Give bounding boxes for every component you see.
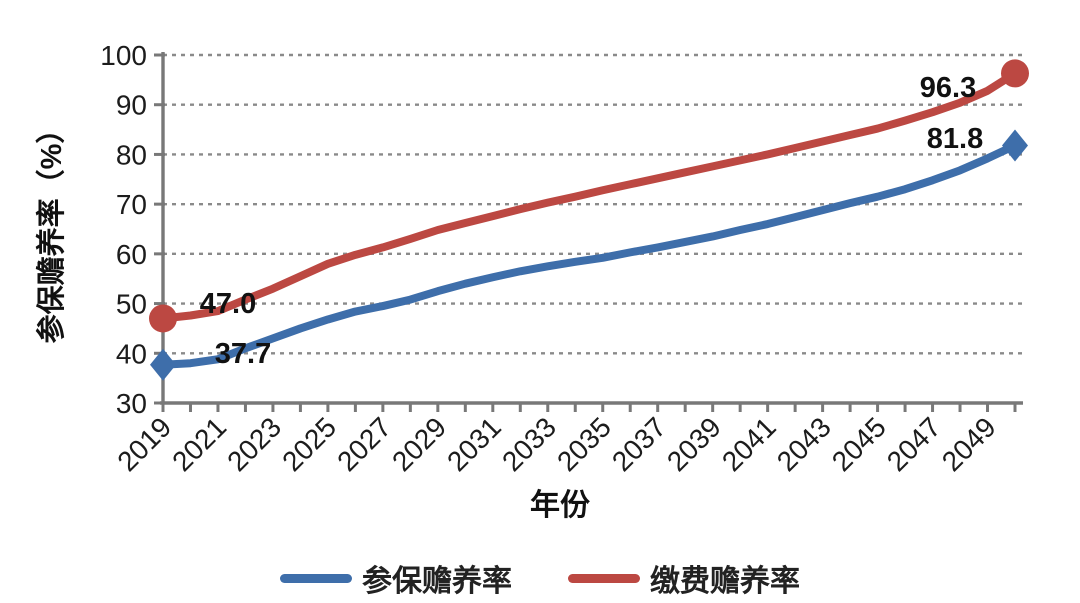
y-tick-label: 60	[116, 239, 147, 270]
x-tick-label: 2023	[221, 411, 287, 477]
gridlines	[163, 53, 1023, 355]
y-tick-label: 40	[116, 338, 147, 369]
y-tick-label: 80	[116, 139, 147, 170]
data-label-red-start: 47.0	[200, 288, 256, 320]
y-axis-title: 参保赡养率（%）	[36, 114, 68, 344]
x-tick-label: 2039	[661, 411, 727, 477]
x-tick-label: 2025	[276, 411, 342, 477]
x-tick-label: 2021	[166, 411, 232, 477]
x-tick-label: 2045	[826, 411, 892, 477]
data-label-blue-end: 81.8	[927, 123, 983, 155]
data-label-blue-start: 37.7	[215, 338, 271, 370]
chart-legend: 参保赡养率 缴费赡养率	[0, 556, 1080, 600]
series-line-diamond	[159, 141, 1019, 369]
legend-item-insured: 参保赡养率	[280, 556, 512, 600]
circle-marker	[1001, 59, 1029, 88]
legend-item-contribution: 缴费赡养率	[568, 556, 800, 600]
x-tick-label: 2043	[771, 411, 837, 477]
axes	[154, 52, 1023, 412]
data-label-red-end: 96.3	[920, 72, 976, 104]
y-tick-label: 100	[100, 40, 147, 71]
legend-line-red-icon	[568, 573, 640, 583]
x-axis-title: 年份	[530, 489, 590, 522]
x-tick-label: 2033	[496, 411, 562, 477]
legend-label-contribution: 缴费赡养率	[650, 565, 800, 598]
legend-label-insured: 参保赡养率	[362, 565, 512, 598]
y-tick-label: 90	[116, 90, 147, 121]
diamond-marker	[1002, 129, 1028, 162]
legend-line-blue-icon	[280, 573, 352, 583]
x-tick-label: 2031	[441, 411, 507, 477]
x-tick-label: 2019	[111, 411, 177, 477]
x-tick-label: 2037	[606, 411, 672, 477]
x-tick-label: 2029	[386, 411, 452, 477]
y-tick-label: 70	[116, 189, 147, 220]
x-tick-label: 2027	[331, 411, 397, 477]
y-tick-label: 30	[116, 388, 147, 419]
series-lines	[149, 59, 1029, 381]
diamond-marker	[150, 348, 176, 381]
circle-marker	[149, 304, 177, 333]
x-tick-label: 2041	[716, 411, 782, 477]
x-tick-label: 2035	[551, 411, 617, 477]
y-tick-label: 50	[116, 289, 147, 320]
x-tick-label: 2047	[881, 411, 947, 477]
x-tick-label: 2049	[936, 411, 1002, 477]
data-labels: 47.0 37.7 96.3 81.8	[200, 72, 983, 370]
series-line-circle	[159, 69, 1019, 323]
